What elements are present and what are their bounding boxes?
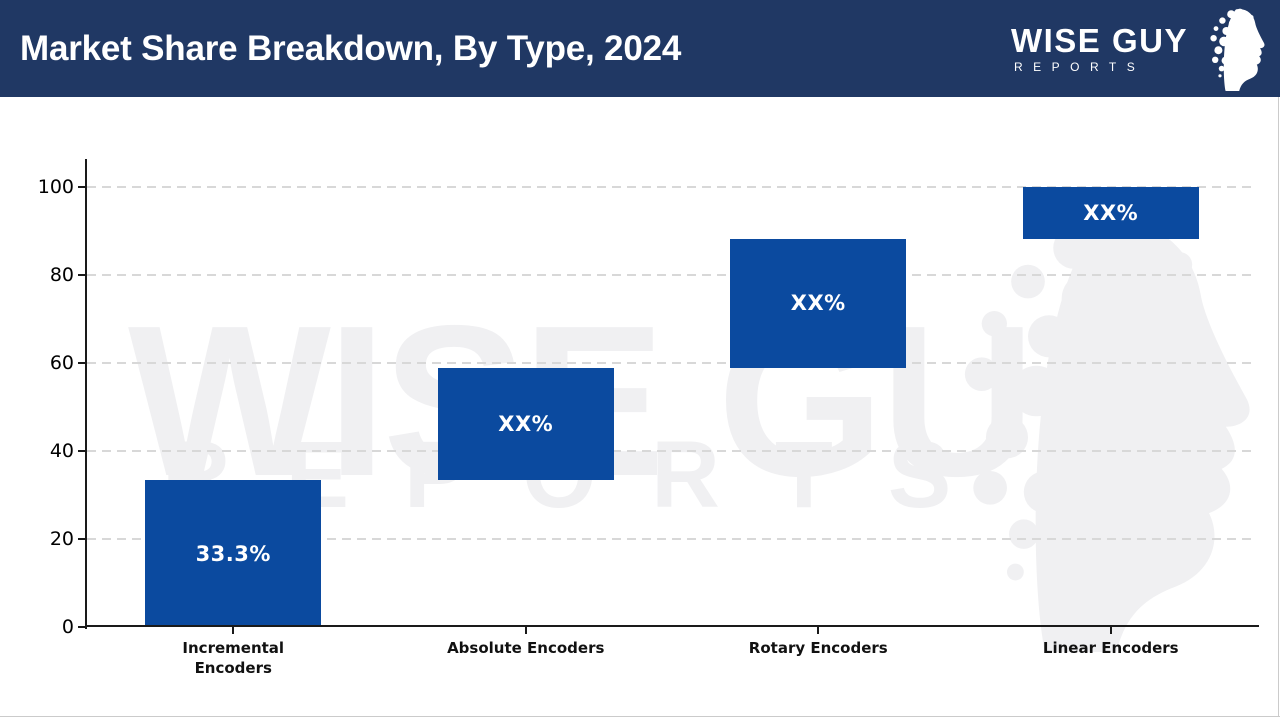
y-tick-label: 100: [37, 176, 74, 198]
x-category-label: Linear Encoders: [1042, 639, 1179, 657]
wiseguy-reports-logo: WISE GUY REPORTS: [1011, 4, 1268, 94]
bar-segment: XX%: [730, 238, 907, 368]
logo-subtitle: REPORTS: [1013, 60, 1146, 74]
x-category-label: Incremental Encoders: [182, 639, 285, 677]
gridline: [87, 186, 1257, 188]
gridline: [87, 362, 1257, 364]
y-tick-mark: [78, 626, 86, 628]
x-tick-mark: [817, 627, 820, 634]
y-tick-mark: [78, 274, 86, 276]
y-tick-label: 0: [61, 616, 74, 638]
y-tick-label: 20: [49, 528, 74, 550]
y-tick-mark: [78, 450, 86, 452]
header-bar: Market Share Breakdown, By Type, 2024 WI…: [0, 0, 1280, 97]
y-tick-label: 80: [49, 264, 74, 286]
gridline: [87, 450, 1257, 452]
logo-text: WISE GUY REPORTS: [1011, 24, 1188, 74]
y-tick-label: 40: [49, 440, 74, 462]
x-tick-mark: [1109, 627, 1112, 634]
wiseguy-head-icon: [1210, 8, 1265, 91]
bar-segment: XX%: [437, 367, 614, 481]
page-title: Market Share Breakdown, By Type, 2024: [20, 28, 682, 68]
gridline: [87, 538, 1257, 540]
x-tick-mark: [524, 627, 527, 634]
x-category-label: Absolute Encoders: [447, 639, 605, 657]
y-tick-mark: [78, 538, 86, 540]
bar-value-label: XX%: [498, 412, 554, 437]
bar-value-label: XX%: [1083, 200, 1139, 225]
gridline: [87, 274, 1257, 276]
right-border-line: [1278, 97, 1279, 716]
y-tick-label: 60: [49, 352, 74, 374]
bar-segment: XX%: [1022, 187, 1199, 239]
y-tick-mark: [78, 362, 86, 364]
y-tick-mark: [78, 186, 86, 188]
y-axis-line: [85, 159, 87, 629]
bar-value-label: XX%: [790, 291, 846, 316]
x-tick-mark: [232, 627, 235, 634]
bottom-border-line: [0, 716, 1280, 717]
bar-value-label: 33.3%: [195, 541, 271, 566]
x-axis-line: [85, 625, 1259, 627]
x-category-label: Rotary Encoders: [748, 639, 888, 657]
bar-segment: 33.3%: [145, 480, 322, 627]
logo-wordmark: WISE GUY: [1010, 22, 1188, 59]
